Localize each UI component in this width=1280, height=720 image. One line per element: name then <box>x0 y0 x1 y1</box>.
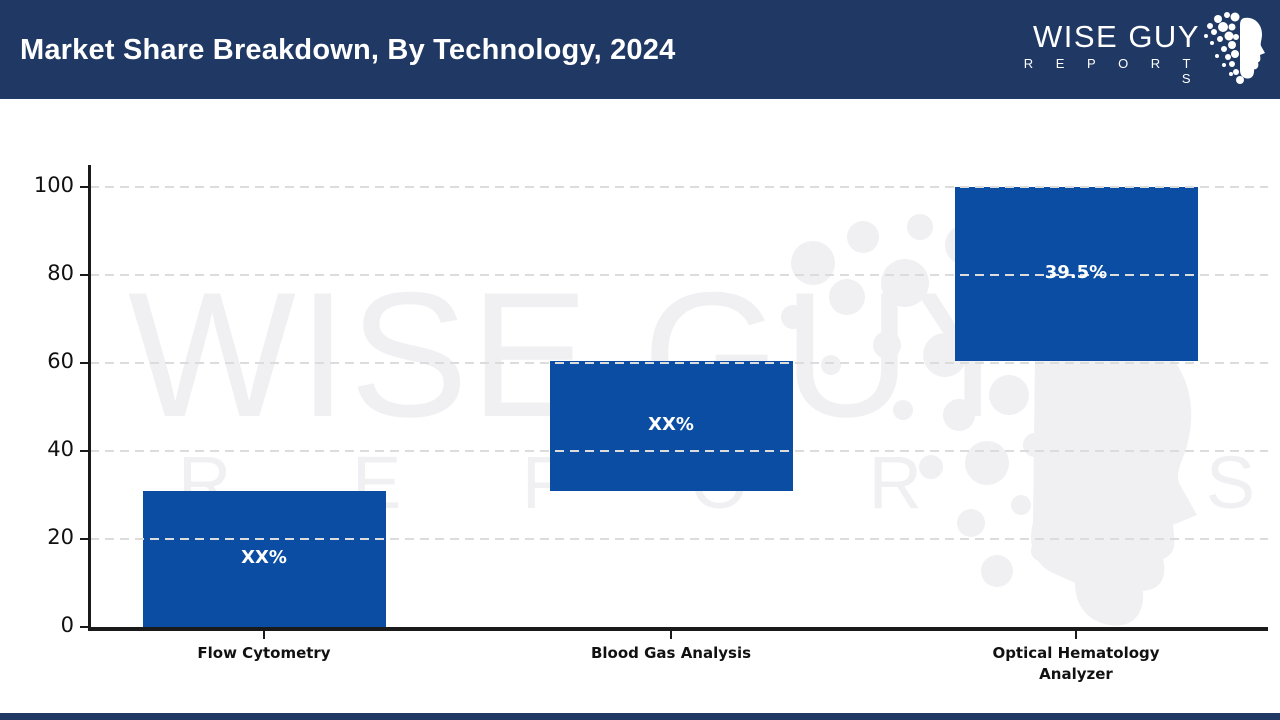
y-axis-tick-label: 40 <box>47 437 74 461</box>
bar-value-label: XX% <box>648 413 694 435</box>
page-title: Market Share Breakdown, By Technology, 2… <box>20 34 676 66</box>
y-gridline <box>90 186 1268 188</box>
bar-value-label: 39.5% <box>1044 261 1108 283</box>
chart-plot-area: 0 20 40 60 80 100 XX% Flow Cytometry XX% Blood Ga… <box>0 99 1280 713</box>
y-axis-tick-label: 20 <box>47 525 74 549</box>
x-axis-category-label: Flow Cytometry <box>197 644 331 662</box>
bar-1[interactable] <box>142 490 386 627</box>
x-axis-category-label: Optical Hematology Analyzer <box>992 644 1160 683</box>
x-axis-tick <box>1075 631 1077 639</box>
bar-value-label: XX% <box>241 546 287 568</box>
y-axis-tick <box>80 186 88 188</box>
y-gridline <box>90 450 1268 452</box>
brand-logo: WISE GUY R E P O R T S <box>988 6 1268 94</box>
y-axis-tick-label: 100 <box>33 173 74 197</box>
x-axis-tick <box>263 631 265 639</box>
y-axis-tick <box>80 626 88 628</box>
brand-subname: R E P O R T S <box>1023 56 1200 86</box>
y-gridline <box>90 274 1268 276</box>
brand-logo-text: WISE GUY R E P O R T S <box>988 19 1200 87</box>
footer-bar <box>0 713 1280 720</box>
y-axis-tick-label: 60 <box>47 349 74 373</box>
y-axis-tick-label: 0 <box>60 613 74 637</box>
x-axis-tick <box>670 631 672 639</box>
brand-name: WISE GUY <box>1032 19 1200 54</box>
y-axis-tick <box>80 274 88 276</box>
y-gridline <box>90 362 1268 364</box>
y-axis-tick <box>80 450 88 452</box>
x-axis-category-label: Blood Gas Analysis <box>590 644 752 662</box>
bar-2[interactable] <box>549 360 793 491</box>
y-axis-line <box>88 165 91 630</box>
header-bar: Market Share Breakdown, By Technology, 2… <box>0 0 1280 99</box>
brand-head-icon <box>1204 12 1265 84</box>
y-axis-tick <box>80 538 88 540</box>
y-gridline <box>90 538 1268 540</box>
y-axis-tick-label: 80 <box>47 261 74 285</box>
x-axis-line <box>88 627 1268 631</box>
y-axis-tick <box>80 362 88 364</box>
